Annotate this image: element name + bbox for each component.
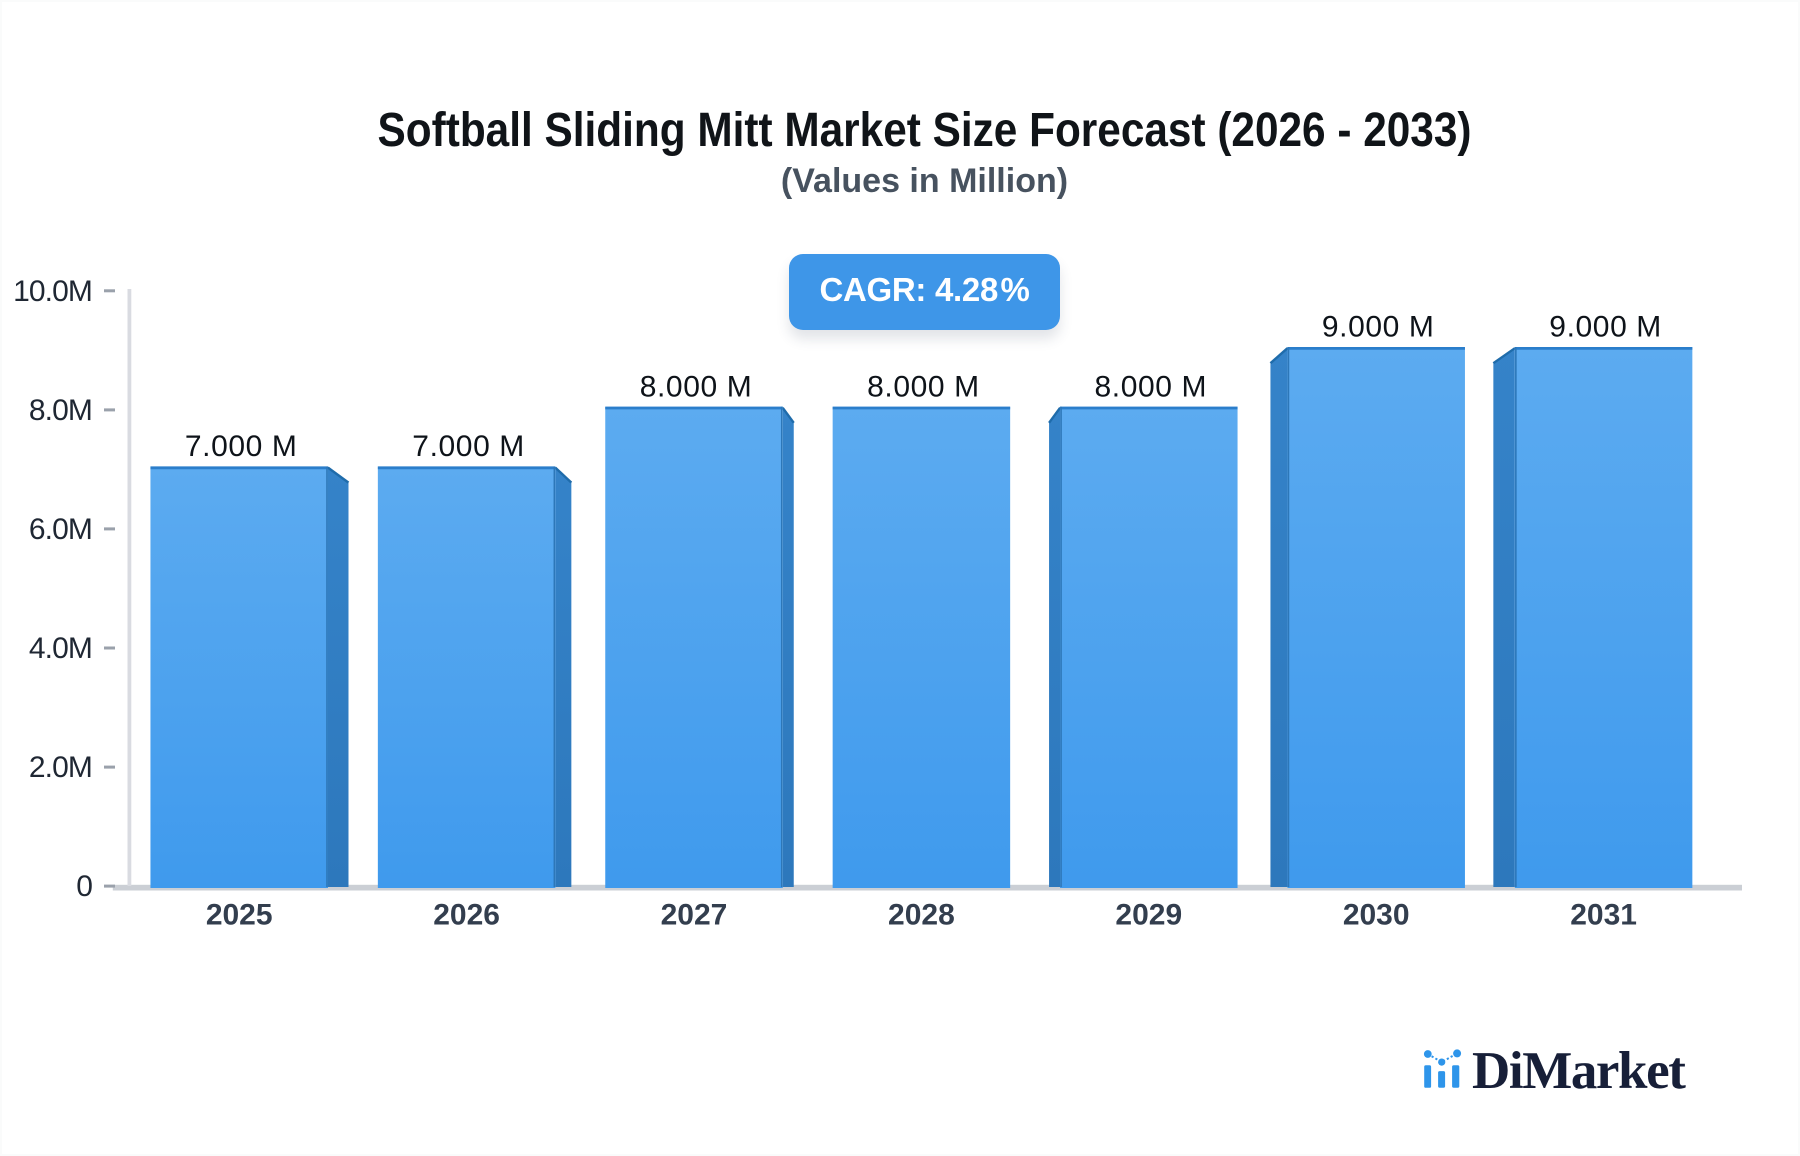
svg-text:0: 0 bbox=[76, 870, 92, 903]
svg-text:9.000 M: 9.000 M bbox=[1322, 311, 1435, 344]
svg-text:2.0M: 2.0M bbox=[29, 751, 92, 784]
svg-text:8.000 M: 8.000 M bbox=[1094, 370, 1207, 403]
svg-text:2029: 2029 bbox=[1115, 899, 1182, 932]
svg-text:6.0M: 6.0M bbox=[29, 513, 92, 546]
svg-text:DiMarket: DiMarket bbox=[1472, 1042, 1686, 1100]
svg-text:2028: 2028 bbox=[888, 899, 955, 932]
svg-text:2026: 2026 bbox=[433, 899, 500, 932]
svg-text:7.000 M: 7.000 M bbox=[412, 430, 525, 463]
svg-text:8.000 M: 8.000 M bbox=[867, 370, 980, 403]
svg-text:7.000 M: 7.000 M bbox=[185, 430, 298, 463]
svg-text:2031: 2031 bbox=[1570, 899, 1637, 932]
svg-text:2025: 2025 bbox=[206, 899, 273, 932]
svg-text:9.000 M: 9.000 M bbox=[1549, 311, 1662, 344]
svg-text:2027: 2027 bbox=[661, 899, 728, 932]
svg-text:10.0M: 10.0M bbox=[13, 275, 92, 308]
svg-text:4.0M: 4.0M bbox=[29, 632, 92, 665]
svg-text:2030: 2030 bbox=[1343, 899, 1410, 932]
svg-text:8.0M: 8.0M bbox=[29, 394, 92, 427]
svg-text:8.000 M: 8.000 M bbox=[640, 370, 753, 403]
